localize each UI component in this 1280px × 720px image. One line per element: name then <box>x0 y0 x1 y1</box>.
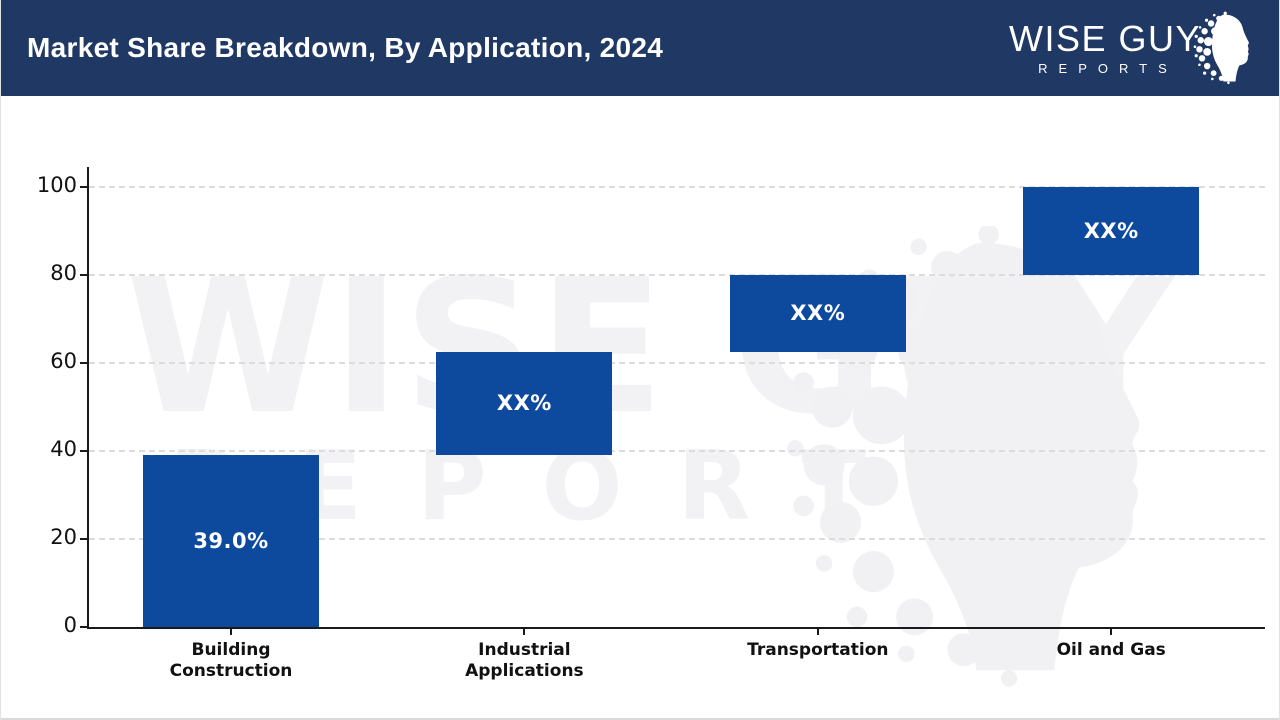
brand-logo-text: WISE GUY REPORTS <box>1008 17 1201 76</box>
y-axis-tick-label: 80 <box>50 260 77 285</box>
x-axis-category-label: Oil and Gas <box>1056 640 1166 660</box>
y-axis-tick <box>80 185 87 188</box>
y-axis-tick <box>80 273 87 276</box>
y-axis-tick-label: 60 <box>50 348 77 373</box>
x-axis-tick <box>523 629 526 635</box>
y-axis-tick-label: 20 <box>50 524 77 549</box>
bar-value-label: XX% <box>496 391 552 416</box>
brand-logo: WISE GUY REPORTS <box>1009 11 1251 85</box>
bar-3: XX% <box>729 274 906 352</box>
bar-4: XX% <box>1023 186 1200 275</box>
page-title: Market Share Breakdown, By Application, … <box>27 32 664 63</box>
header-bar: Market Share Breakdown, By Application, … <box>1 0 1279 96</box>
x-axis <box>87 627 1265 629</box>
bar-1: 39.0% <box>143 455 319 627</box>
x-axis-tick <box>816 629 819 635</box>
y-axis-tick <box>80 361 87 364</box>
y-axis-tick <box>80 537 87 540</box>
y-axis-tick <box>80 449 87 452</box>
x-axis-category-label: Industrial Applications <box>465 640 584 682</box>
logo-wordmark: WISE GUY <box>1008 17 1201 59</box>
y-axis-tick-label: 100 <box>36 172 77 197</box>
y-axis <box>87 167 89 629</box>
y-axis-tick <box>80 626 87 628</box>
x-axis-tick <box>230 629 232 635</box>
y-axis-tick-label: 0 <box>63 613 77 637</box>
gridline <box>89 537 1265 540</box>
bar-2: XX% <box>436 351 613 456</box>
gridline <box>89 273 1265 276</box>
gridline <box>89 449 1265 452</box>
bar-value-label: XX% <box>1083 218 1139 243</box>
gridline <box>89 185 1265 188</box>
bar-value-label: XX% <box>790 301 846 326</box>
x-axis-tick <box>1110 629 1113 635</box>
x-axis-category-label: Building Construction <box>169 640 293 682</box>
logo-subtext: REPORTS <box>1038 60 1178 76</box>
gridline <box>89 361 1265 364</box>
x-axis-category-label: Transportation <box>747 640 889 660</box>
bar-value-label: 39.0% <box>193 529 269 554</box>
y-axis-tick-label: 40 <box>50 436 77 461</box>
